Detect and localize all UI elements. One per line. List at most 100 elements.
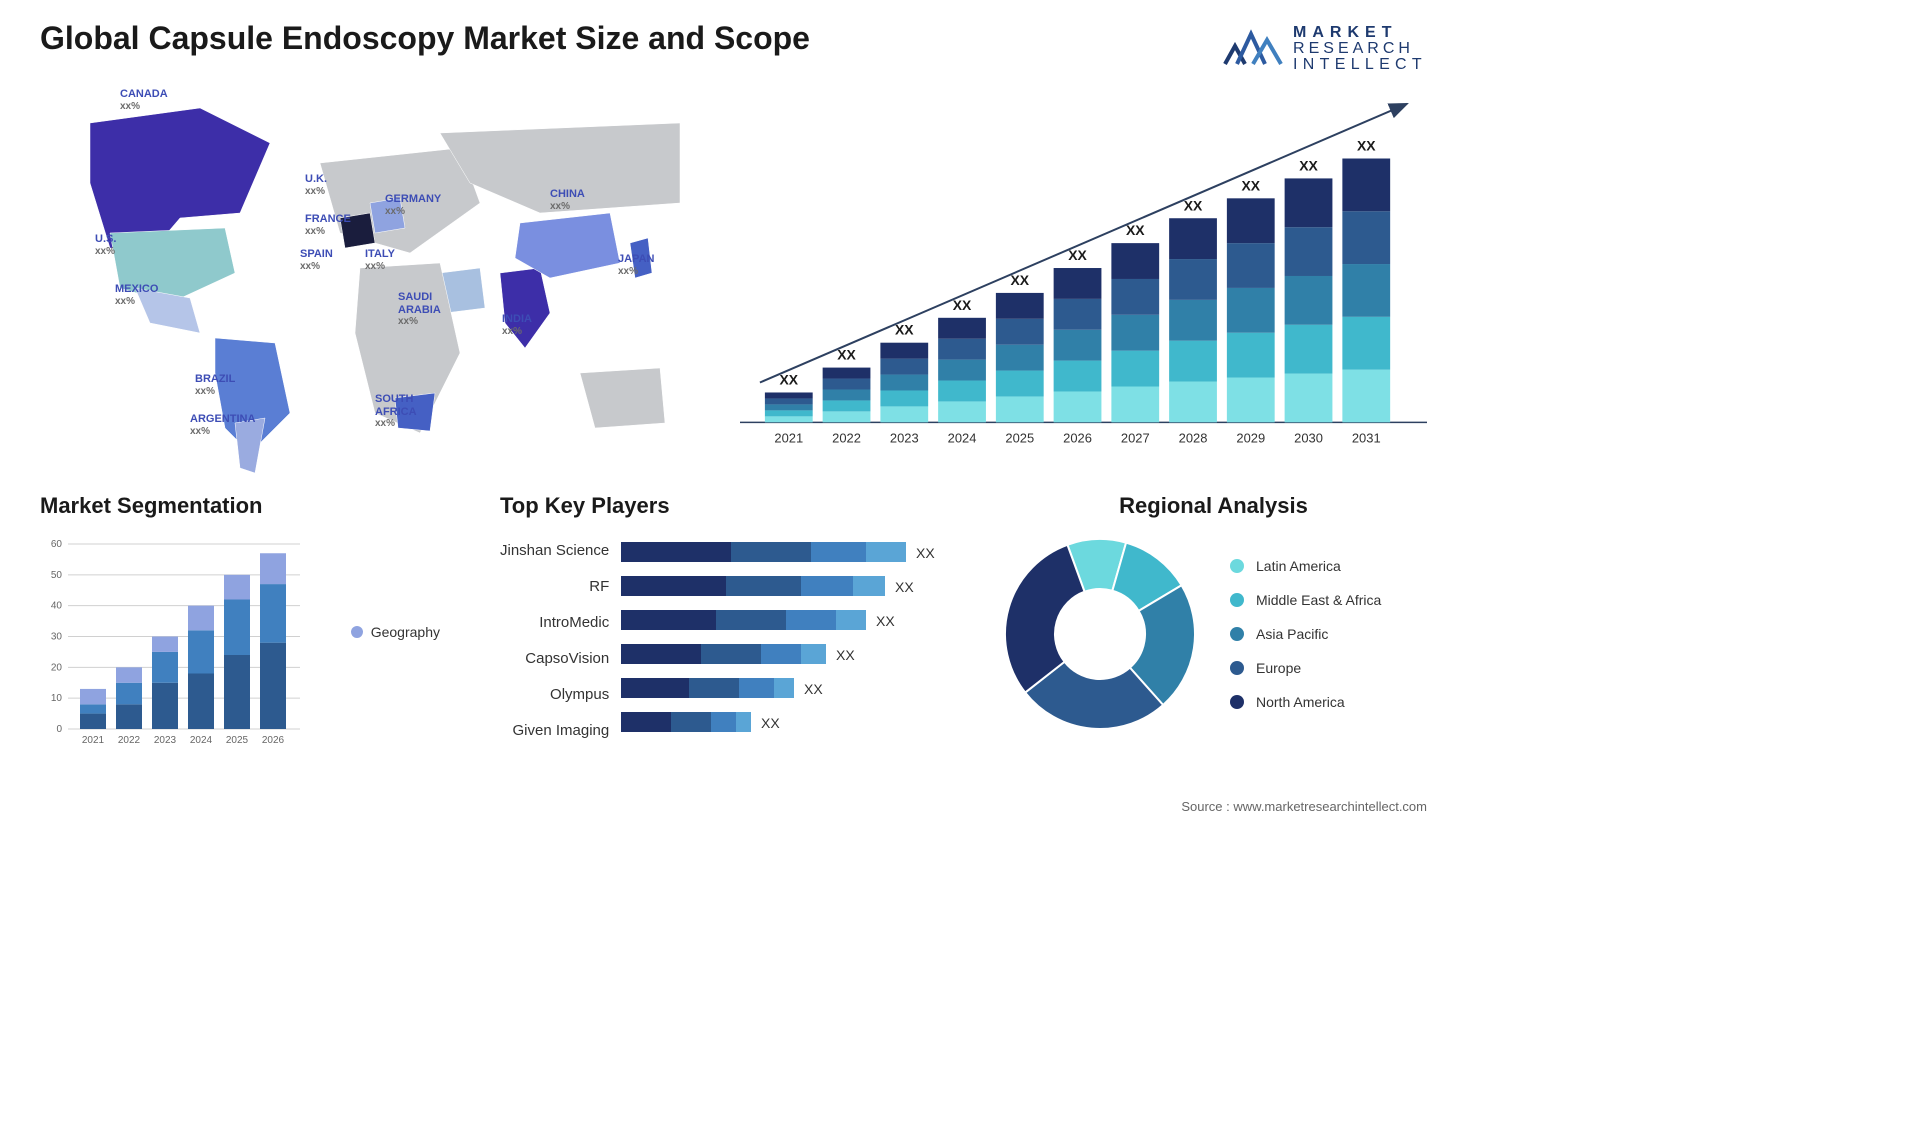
- svg-text:2028: 2028: [1179, 430, 1208, 445]
- regional-title: Regional Analysis: [1000, 493, 1427, 519]
- svg-text:XX: XX: [1241, 177, 1260, 193]
- segmentation-legend-swatch: [351, 626, 363, 638]
- logo: MARKET RESEARCH INTELLECT: [1223, 20, 1427, 73]
- svg-text:40: 40: [51, 601, 63, 612]
- region-legend-item: Europe: [1230, 660, 1381, 676]
- svg-text:2024: 2024: [190, 735, 213, 746]
- svg-text:2023: 2023: [890, 430, 919, 445]
- region-legend-item: Asia Pacific: [1230, 626, 1381, 642]
- key-players-svg: XX XX XX XX XX XX: [621, 534, 951, 749]
- logo-text: MARKET RESEARCH INTELLECT: [1293, 25, 1427, 73]
- segmentation-title: Market Segmentation: [40, 493, 460, 519]
- segmentation-legend-label: Geography: [371, 624, 440, 640]
- regional-chart: Latin America Middle East & Africa Asia Pa…: [1000, 534, 1427, 734]
- map-label: FRANCExx%: [305, 213, 351, 237]
- region-label: Middle East & Africa: [1256, 592, 1381, 608]
- svg-text:2025: 2025: [226, 735, 249, 746]
- map-label: SOUTHAFRICAxx%: [375, 393, 417, 430]
- svg-text:2024: 2024: [948, 430, 977, 445]
- svg-text:50: 50: [51, 570, 63, 581]
- logo-icon: [1223, 26, 1283, 72]
- svg-text:2023: 2023: [154, 735, 177, 746]
- region-swatch: [1230, 559, 1244, 573]
- key-players-labels: Jinshan Science RF IntroMedic CapsoVision Ol…: [500, 534, 609, 742]
- growth-chart: XX2021XX2022XX2023XX2024XX2025XX2026XX20…: [740, 73, 1427, 473]
- svg-text:XX: XX: [895, 579, 914, 595]
- map-label: SAUDIARABIAxx%: [398, 291, 441, 328]
- svg-text:XX: XX: [876, 613, 895, 629]
- map-label: CANADAxx%: [120, 88, 168, 112]
- svg-text:2029: 2029: [1236, 430, 1265, 445]
- map-label: GERMANYxx%: [385, 193, 441, 217]
- logo-line-2: RESEARCH: [1293, 41, 1427, 57]
- player-name: Jinshan Science: [500, 542, 609, 562]
- donut-svg: [1000, 534, 1200, 734]
- map-label: SPAINxx%: [300, 248, 333, 272]
- region-swatch: [1230, 627, 1244, 641]
- map-label: CHINAxx%: [550, 188, 585, 212]
- growth-chart-svg: XX2021XX2022XX2023XX2024XX2025XX2026XX20…: [740, 73, 1427, 473]
- map-svg: [40, 73, 700, 473]
- key-players-chart: Jinshan Science RF IntroMedic CapsoVision Ol…: [500, 534, 960, 749]
- key-players-title: Top Key Players: [500, 493, 960, 519]
- top-row: CANADAxx% U.K.xx% GERMANYxx% CHINAxx% U.S.xx…: [40, 73, 1427, 473]
- region-legend-item: Latin America: [1230, 558, 1381, 574]
- header: Global Capsule Endoscopy Market Size and…: [40, 20, 1427, 73]
- map-label: ARGENTINAxx%: [190, 413, 255, 437]
- player-name: IntroMedic: [500, 614, 609, 634]
- svg-text:2021: 2021: [774, 430, 803, 445]
- svg-text:2026: 2026: [1063, 430, 1092, 445]
- svg-text:2022: 2022: [118, 735, 141, 746]
- svg-text:XX: XX: [836, 647, 855, 663]
- segmentation-chart: 0102030405060202120222023202420252026 Ge…: [40, 534, 460, 754]
- region-legend-item: Middle East & Africa: [1230, 592, 1381, 608]
- region-label: Latin America: [1256, 558, 1341, 574]
- svg-text:2022: 2022: [832, 430, 861, 445]
- svg-text:2021: 2021: [82, 735, 105, 746]
- map-label: BRAZILxx%: [195, 373, 235, 397]
- svg-text:XX: XX: [1357, 138, 1376, 154]
- source-text: Source : www.marketresearchintellect.com: [1181, 799, 1427, 814]
- map-label: JAPANxx%: [618, 253, 654, 277]
- svg-text:20: 20: [51, 662, 63, 673]
- map-label: ITALYxx%: [365, 248, 395, 272]
- player-name: RF: [500, 578, 609, 598]
- player-name: Olympus: [500, 686, 609, 706]
- svg-text:10: 10: [51, 693, 63, 704]
- segmentation-legend: Geography: [351, 624, 440, 640]
- region-swatch: [1230, 661, 1244, 675]
- regional-legend: Latin America Middle East & Africa Asia Pa…: [1230, 558, 1381, 710]
- svg-text:2031: 2031: [1352, 430, 1381, 445]
- svg-text:XX: XX: [804, 681, 823, 697]
- region-legend-item: North America: [1230, 694, 1381, 710]
- svg-text:XX: XX: [916, 545, 935, 561]
- region-label: Asia Pacific: [1256, 626, 1328, 642]
- svg-text:2027: 2027: [1121, 430, 1150, 445]
- segmentation-svg: 0102030405060202120222023202420252026: [40, 534, 460, 754]
- world-map: CANADAxx% U.K.xx% GERMANYxx% CHINAxx% U.S.xx…: [40, 73, 700, 473]
- bottom-row: Market Segmentation 0 10 20 30 40 50 60 2021 202…: [40, 493, 1427, 754]
- region-swatch: [1230, 593, 1244, 607]
- key-players-section: Top Key Players Jinshan Science RF IntroMe…: [500, 493, 960, 754]
- logo-line-3: INTELLECT: [1293, 57, 1427, 73]
- region-label: North America: [1256, 694, 1345, 710]
- region-swatch: [1230, 695, 1244, 709]
- svg-text:XX: XX: [1299, 157, 1318, 173]
- svg-text:XX: XX: [761, 715, 780, 731]
- map-label: INDIAxx%: [502, 313, 532, 337]
- regional-section: Regional Analysis Latin America Middle Ea…: [1000, 493, 1427, 754]
- player-name: CapsoVision: [500, 650, 609, 670]
- map-label: U.K.xx%: [305, 173, 327, 197]
- logo-line-1: MARKET: [1293, 25, 1427, 41]
- region-label: Europe: [1256, 660, 1301, 676]
- svg-text:2030: 2030: [1294, 430, 1323, 445]
- map-label: MEXICOxx%: [115, 283, 158, 307]
- player-name: Given Imaging: [500, 722, 609, 742]
- page-title: Global Capsule Endoscopy Market Size and…: [40, 20, 810, 57]
- svg-text:60: 60: [51, 539, 63, 550]
- svg-text:2025: 2025: [1005, 430, 1034, 445]
- svg-text:30: 30: [51, 632, 63, 643]
- map-label: U.S.xx%: [95, 233, 116, 257]
- segmentation-section: Market Segmentation 0 10 20 30 40 50 60 2021 202…: [40, 493, 460, 754]
- svg-text:0: 0: [56, 724, 62, 735]
